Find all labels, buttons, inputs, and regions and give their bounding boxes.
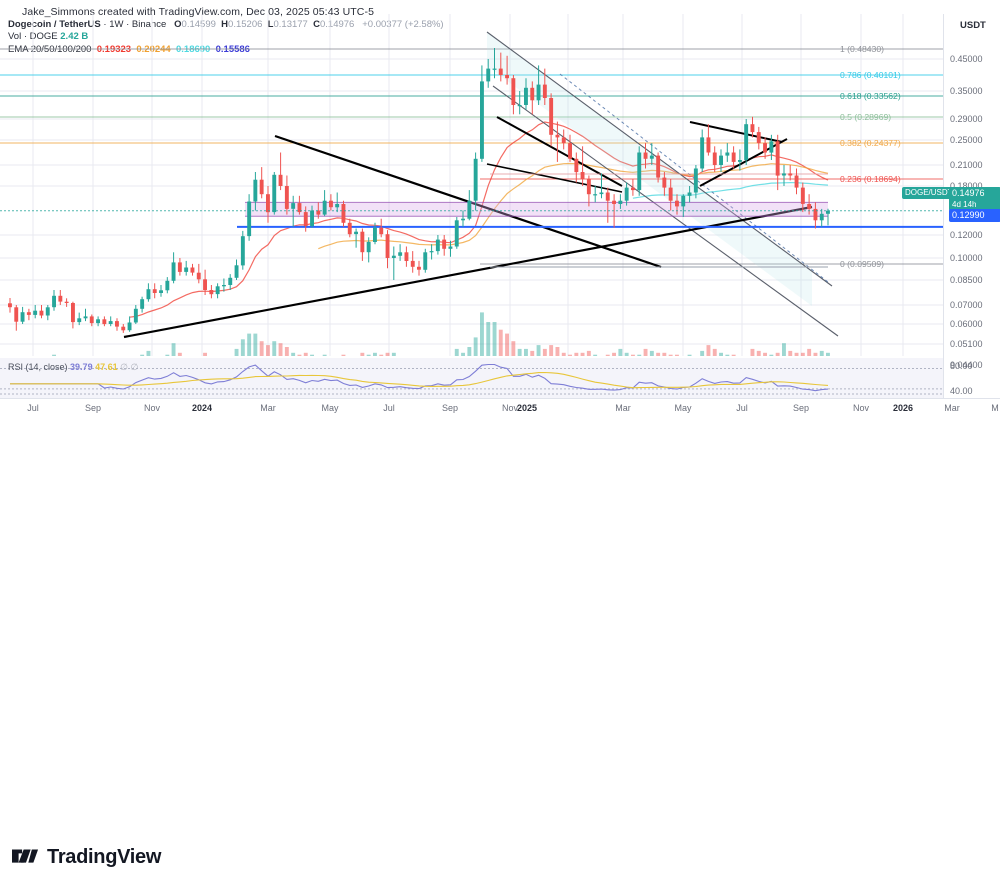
time-axis-tick: May	[674, 403, 692, 413]
rsi-legend[interactable]: RSI (14, close) 39.79 47.61 ∅ ∅	[8, 362, 138, 373]
time-axis-tick: M	[991, 403, 999, 413]
legend-symbol[interactable]: Dogecoin / TetherUS	[8, 19, 101, 30]
price-pane[interactable]	[0, 14, 943, 356]
time-axis-tick: Mar	[615, 403, 631, 413]
time-axis-tick: Nov	[501, 403, 519, 413]
tradingview-logo[interactable]: TradingView	[12, 846, 161, 869]
horizontal-line-price-badge: 0.12990	[949, 209, 1000, 222]
price-axis-tick: 0.10000	[950, 253, 983, 263]
rsi-title: RSI (14, close)	[8, 362, 68, 372]
rsi-empty-1: ∅	[120, 362, 128, 372]
time-axis-tick: May	[321, 403, 339, 413]
last-price-value: 0.14976	[952, 188, 985, 198]
price-chart-svg[interactable]	[0, 14, 943, 356]
price-axis-tick: 0.08500	[950, 275, 983, 285]
price-axis-tick: 0.12000	[950, 230, 983, 240]
fibonacci-level-label: 0 (0.09509)	[840, 259, 884, 269]
time-axis-tick: 2024	[191, 403, 213, 413]
time-axis-tick: Nov	[852, 403, 870, 413]
ohlc-open-value: 0.14599	[181, 19, 216, 30]
fibonacci-level-label: 0.382 (0.24377)	[840, 138, 901, 148]
time-axis-tick: Jul	[736, 403, 748, 413]
legend-symbol-row[interactable]: Dogecoin / TetherUS · 1W · Binance O0.14…	[8, 19, 444, 31]
tradingview-wordmark: TradingView	[47, 846, 162, 868]
rsi-pane[interactable]	[0, 358, 943, 398]
rsi-value: 39.79	[70, 362, 93, 372]
time-axis-tick: Nov	[143, 403, 161, 413]
price-axis-tick: 0.21000	[950, 160, 983, 170]
fibonacci-level-label: 0.236 (0.18694)	[840, 174, 901, 184]
ohlc-close-label: C	[313, 19, 320, 30]
watermark-attribution: Jake_Simmons created with TradingView.co…	[22, 6, 375, 18]
price-axis-tick: 0.45000	[950, 54, 983, 64]
time-axis-tick: Sep	[792, 403, 810, 413]
fibonacci-level-label: 0.786 (0.40101)	[840, 70, 901, 80]
price-axis-tick: 0.18000	[950, 181, 983, 191]
legend-interval[interactable]: 1W	[109, 19, 124, 30]
fibonacci-level-label: 0.5 (0.28969)	[840, 112, 892, 122]
time-axis-tick: Sep	[84, 403, 102, 413]
price-axis-tick: 0.35000	[950, 86, 983, 96]
time-axis-tick: Mar	[260, 403, 276, 413]
legend-sep-2: ·	[123, 19, 132, 30]
ohlc-high-value: 0.15206	[228, 19, 263, 30]
time-axis-tick: 2025	[516, 403, 538, 413]
volume-value: 2.42 B	[60, 31, 89, 43]
fibonacci-level-label: 1 (0.48430)	[840, 44, 884, 54]
time-axis-tick: 2026	[892, 403, 914, 413]
ohlc-high-label: H	[221, 19, 229, 30]
bar-countdown: 4d 14h	[952, 200, 977, 209]
footer: TradingView	[0, 418, 1000, 868]
ohlc-low-label: L	[267, 19, 274, 30]
rsi-axis-tick: 40.00	[950, 386, 973, 396]
ohlc-close-value: 0.14976	[319, 19, 355, 30]
tradingview-chart-screenshot: Jake_Simmons created with TradingView.co…	[0, 6, 1000, 868]
ohlc-open-label: O	[174, 19, 182, 30]
symbol-price-tag: DOGE/USDT	[902, 187, 956, 199]
price-axis-tick: 0.05100	[950, 339, 983, 349]
tradingview-mark-icon	[12, 848, 39, 863]
time-axis-tick: Jul	[383, 403, 395, 413]
last-price-badge: 0.14976 4d 14h	[949, 187, 1000, 211]
price-axis-unit: USDT	[960, 20, 986, 31]
time-axis-tick: Mar	[944, 403, 960, 413]
fibonacci-level-label: 0.618 (0.33562)	[840, 91, 901, 101]
ohlc-low-value: 0.13177	[273, 19, 308, 30]
rsi-axis-tick: 80.00	[950, 361, 973, 371]
price-axis-tick: 0.25000	[950, 135, 983, 145]
rsi-chart-svg[interactable]	[0, 358, 943, 398]
rsi-ma-value: 47.61	[95, 362, 118, 372]
ohlc-change: +0.00377 (+2.58%)	[362, 19, 444, 30]
legend-sep-1: ·	[100, 19, 110, 30]
price-axis-tick: 0.04400	[950, 360, 983, 370]
legend-exchange[interactable]: Binance	[131, 19, 167, 30]
time-axis[interactable]: Jul Sep Nov 2024 Mar May Jul Sep Nov 2025 Mar May Ju…	[0, 398, 1000, 419]
price-axis-tick: 0.29000	[950, 114, 983, 124]
rsi-empty-2: ∅	[130, 362, 139, 372]
time-axis-tick: Jul	[27, 403, 39, 413]
price-axis-tick: 0.07000	[950, 300, 983, 310]
time-axis-tick: Sep	[441, 403, 459, 413]
price-axis-tick: 0.06000	[950, 319, 983, 329]
